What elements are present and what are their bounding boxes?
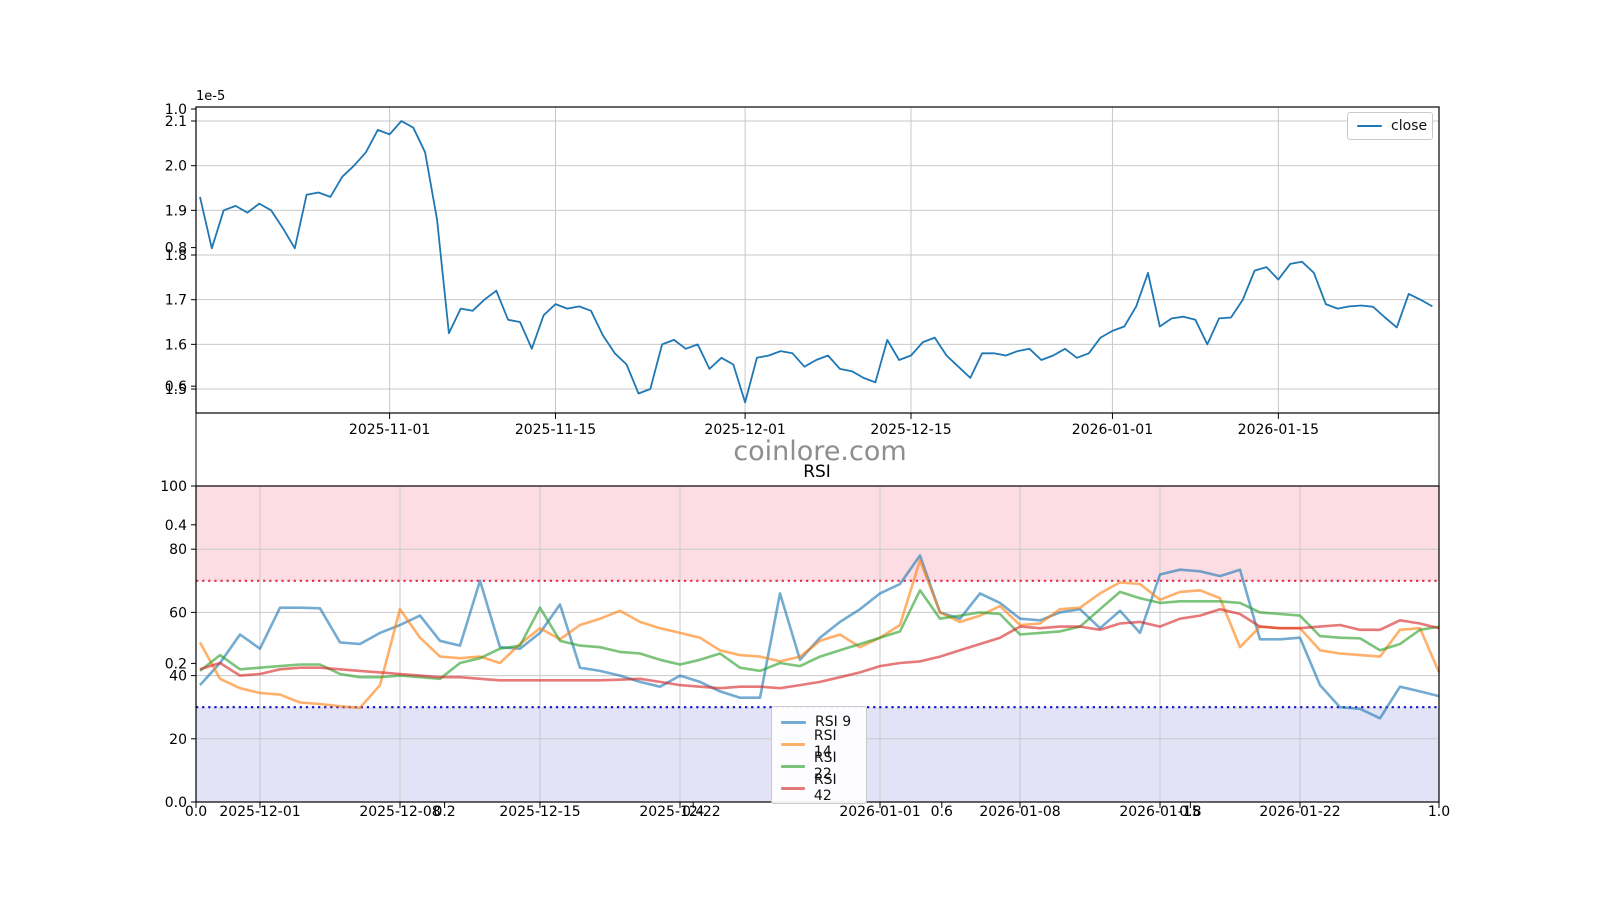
rsi-y-tick-label: 60 bbox=[169, 605, 187, 621]
legend-label: RSI 42 bbox=[813, 772, 837, 804]
overlay-y-tick-label: 0.8 bbox=[165, 241, 187, 257]
price-y-tick-label: 1.6 bbox=[165, 337, 187, 353]
rsi22-line bbox=[199, 589, 1440, 681]
rsi-x-tick-label: 2026-01-01 bbox=[839, 804, 920, 820]
price-x-tick-label: 2025-12-15 bbox=[870, 422, 951, 438]
legend-item-rsi9: RSI 9 bbox=[772, 711, 866, 733]
overlay-x-tick-label: 0.8 bbox=[1179, 804, 1201, 820]
price-legend: close bbox=[1347, 112, 1433, 140]
legend-item-rsi22: RSI 22 bbox=[772, 750, 866, 782]
rsi-x-tick-label: 2026-01-08 bbox=[979, 804, 1060, 820]
overlay-y-tick-label: 1.0 bbox=[165, 102, 187, 118]
price-x-tick-label: 2025-11-01 bbox=[349, 422, 430, 438]
rsi42-line bbox=[199, 607, 1440, 690]
price-y-tick-label: 2.0 bbox=[165, 159, 187, 175]
rsi14-line bbox=[198, 559, 1441, 710]
rsi22-line-sample bbox=[781, 764, 805, 768]
rsi-y-tick-label: 80 bbox=[169, 542, 187, 558]
rsi-x-tick-label: 2025-12-01 bbox=[219, 804, 300, 820]
overlay-y-tick-label: 0.0 bbox=[165, 795, 187, 811]
overbought-band bbox=[196, 486, 1439, 581]
rsi9-line-sample bbox=[781, 720, 806, 724]
price-y-tick-label: 1.8 bbox=[165, 248, 187, 264]
rsi-y-tick-label: 40 bbox=[169, 669, 187, 685]
price-y-tick-label: 1.9 bbox=[165, 203, 187, 219]
price-y-tick-label: 1.5 bbox=[165, 382, 187, 398]
rsi-x-tick-label: 2025-12-15 bbox=[499, 804, 580, 820]
rsi-x-tick-label: 2025-12-08 bbox=[359, 804, 440, 820]
price-y-tick-label: 1.7 bbox=[165, 293, 187, 309]
overlay-x-tick-label: 0.4 bbox=[682, 804, 704, 820]
legend-item-rsi14: RSI 14 bbox=[772, 728, 866, 760]
overlay-x-tick-label: 0.2 bbox=[433, 804, 455, 820]
rsi-x-tick-label: 2026-01-15 bbox=[1119, 804, 1200, 820]
rsi9-line bbox=[199, 554, 1440, 720]
price-x-tick-label: 2025-11-15 bbox=[515, 422, 596, 438]
overlay-y-tick-label: 0.4 bbox=[165, 518, 187, 534]
price-x-tick-label: 2026-01-01 bbox=[1072, 422, 1153, 438]
close-line bbox=[199, 120, 1433, 404]
rsi-x-tick-label: 2025-12-22 bbox=[639, 804, 720, 820]
legend-label: close bbox=[1391, 118, 1428, 134]
overlay-y-tick-label: 0.2 bbox=[165, 656, 187, 672]
legend-label: RSI 14 bbox=[813, 728, 837, 760]
rsi-legend: RSI 9 RSI 14 RSI 22 RSI 42 bbox=[771, 706, 867, 804]
rsi-y-tick-label: 20 bbox=[169, 732, 187, 748]
overlay-x-tick-label: 1.0 bbox=[1428, 804, 1450, 820]
legend-item-close: close bbox=[1348, 115, 1436, 137]
price-axes-border bbox=[195, 106, 1440, 414]
rsi-subplot-title: RSI bbox=[803, 462, 831, 482]
rsi-x-tick-label: 2026-01-22 bbox=[1259, 804, 1340, 820]
legend-label: RSI 9 bbox=[815, 714, 852, 730]
rsi42-line-sample bbox=[781, 786, 805, 790]
legend-label: RSI 22 bbox=[813, 750, 837, 782]
price-y-tick-label: 2.1 bbox=[165, 114, 187, 130]
rsi14-line-sample bbox=[781, 742, 805, 746]
price-x-tick-label: 2026-01-15 bbox=[1238, 422, 1319, 438]
price-x-tick-label: 2025-12-01 bbox=[704, 422, 785, 438]
watermark: coinlore.com bbox=[733, 436, 906, 467]
overlay-y-tick-label: 0.6 bbox=[165, 379, 187, 395]
legend-item-rsi42: RSI 42 bbox=[772, 772, 866, 804]
overlay-x-tick-label: 0.0 bbox=[185, 804, 207, 820]
y-axis-offset-label: 1e-5 bbox=[196, 89, 225, 104]
rsi-y-tick-label: 100 bbox=[160, 479, 187, 495]
overlay-x-tick-label: 0.6 bbox=[931, 804, 953, 820]
close-line-sample bbox=[1357, 125, 1382, 127]
